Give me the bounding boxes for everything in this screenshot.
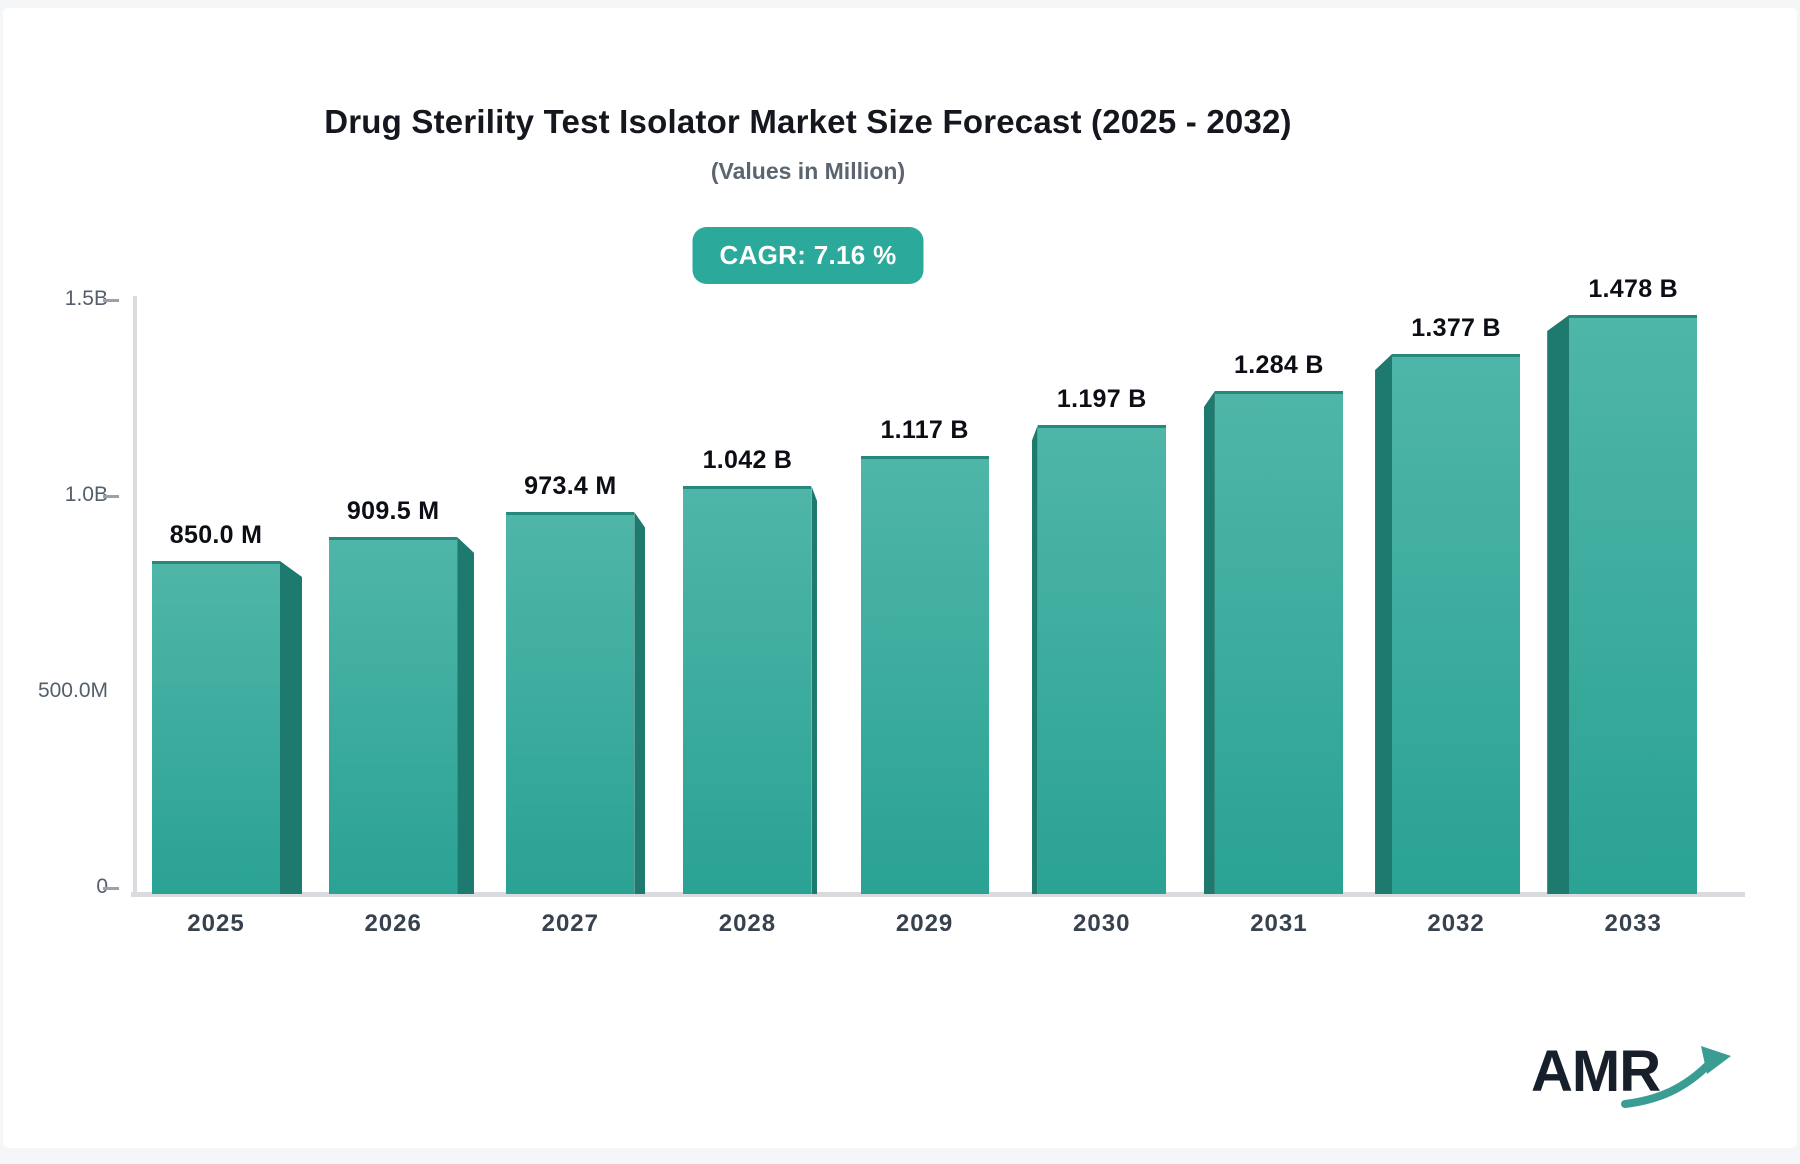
- y-axis-tick-mark: [103, 495, 119, 498]
- bar: [329, 537, 458, 894]
- bar-value-label: 1.284 B: [1234, 351, 1324, 379]
- bar-3d-side: [1375, 354, 1393, 894]
- bar-top-edge: [1569, 315, 1698, 318]
- bar-top-edge: [683, 486, 812, 489]
- chart-title: Drug Sterility Test Isolator Market Size…: [324, 103, 1292, 140]
- amr-logo-text: AMR: [1531, 1039, 1661, 1104]
- x-axis-label: 2033: [1604, 910, 1662, 937]
- x-axis-label: 2031: [1250, 910, 1308, 937]
- bar-chart-plot: 1.5B 1.0B 500.0M 0 850.0 M 2025 909.5 M 2026 973…: [3, 8, 1800, 1164]
- cagr-label: CAGR: 7.16 %: [719, 240, 897, 270]
- bar-top-edge: [860, 456, 989, 459]
- bar-3d-side: [280, 561, 302, 894]
- bar-value-label: 1.197 B: [1056, 385, 1147, 413]
- y-axis-tick-label: 500.0M: [37, 679, 108, 702]
- bar: [1037, 425, 1166, 894]
- amr-logo: AMR: [1523, 1036, 1743, 1116]
- bar-value-label: 850.0 M: [169, 521, 263, 549]
- bar: [683, 486, 812, 894]
- bar-top-edge: [1037, 425, 1166, 428]
- y-axis-tick-mark: [103, 299, 119, 302]
- bar-3d-side: [1547, 315, 1570, 894]
- bar-value-label: 909.5 M: [346, 497, 440, 525]
- bar: [860, 456, 989, 894]
- bar: [1569, 315, 1698, 894]
- x-axis-label: 2028: [718, 910, 777, 937]
- x-axis-line: [131, 892, 1745, 897]
- bar-top-edge: [1214, 391, 1343, 394]
- bar: [1214, 391, 1343, 894]
- bar-value-label: 1.042 B: [702, 446, 793, 474]
- chart-subtitle: (Values in Million): [710, 158, 906, 184]
- bar: [506, 512, 635, 894]
- x-axis-label: 2032: [1427, 910, 1485, 937]
- bar-value-label: 1.377 B: [1411, 314, 1501, 342]
- y-axis-tick-mark: [103, 887, 119, 890]
- x-axis-label: 2025: [187, 910, 245, 937]
- y-axis-tick-label: 1.0B: [64, 483, 108, 506]
- bar-3d-side: [1203, 391, 1215, 894]
- bar-3d-side: [634, 512, 646, 894]
- bar-top-edge: [329, 537, 458, 540]
- chart-card: Drug Sterility Test Isolator Market Size…: [3, 8, 1797, 1148]
- bar-value-label: 1.478 B: [1588, 275, 1679, 303]
- x-axis-label: 2027: [541, 910, 599, 937]
- bar-top-edge: [506, 512, 635, 515]
- bar: [1392, 354, 1521, 894]
- bar-3d-side: [1031, 425, 1038, 894]
- bar-value-label: 973.4 M: [524, 472, 617, 500]
- x-axis-label: 2030: [1073, 910, 1131, 937]
- bar-value-label: 1.117 B: [880, 416, 969, 444]
- y-axis-tick-label: 0: [3, 875, 108, 899]
- x-axis-label: 2029: [895, 910, 954, 937]
- bar-3d-side: [457, 537, 475, 894]
- bar-top-edge: [1392, 354, 1521, 357]
- y-axis-tick-label: 1.5B: [64, 287, 108, 310]
- y-axis-line: [133, 296, 137, 897]
- cagr-badge: CAGR: 7.16 %: [692, 227, 924, 284]
- growth-arrow-icon: [1621, 1046, 1731, 1108]
- bar: [152, 561, 280, 894]
- bar-top-edge: [152, 561, 280, 564]
- x-axis-label: 2026: [364, 910, 422, 937]
- bar-3d-side: [811, 486, 818, 894]
